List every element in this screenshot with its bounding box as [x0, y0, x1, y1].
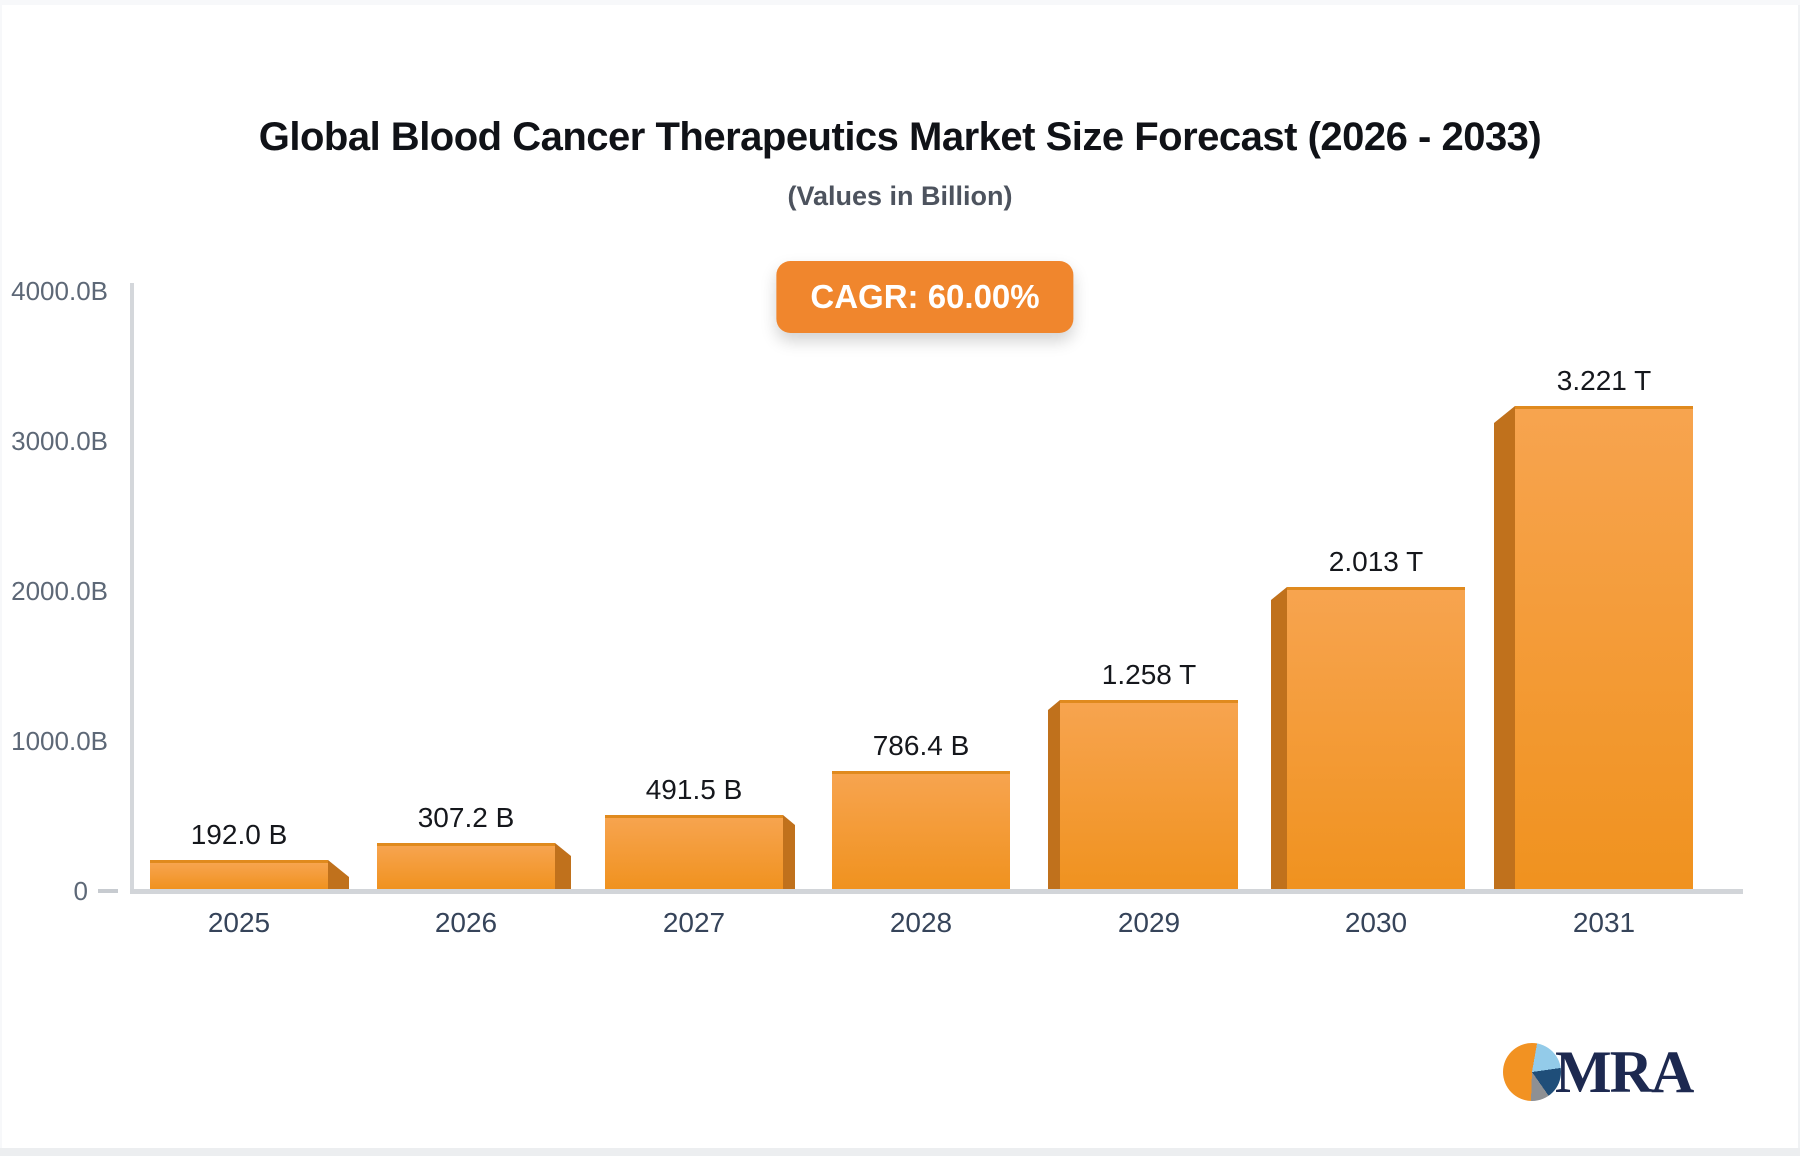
y-tick-4000.0B: 4000.0B — [11, 276, 108, 306]
bar-face-2026 — [377, 843, 555, 889]
x-axis-label-2025: 2025 — [207, 907, 271, 938]
bar-face-2031 — [1515, 406, 1693, 889]
y-tick-2000.0B: 2000.0B — [11, 576, 108, 606]
x-axis-label-2030: 2030 — [1344, 907, 1408, 938]
y-tick-0: 0 — [73, 876, 88, 906]
bar-side-2030 — [1271, 587, 1287, 889]
bar-value-label-2030: 2.013 T — [1328, 546, 1424, 577]
bar-value-label-2027: 491.5 B — [645, 774, 743, 805]
x-axis-label-2026: 2026 — [434, 907, 498, 938]
bar-chart-plot: 4000.0B 3000.0B 2000.0B 1000.0B 0 192.0 B 202… — [0, 5, 1800, 1156]
y-tick-1000.0B: 1000.0B — [11, 726, 108, 756]
bar-face-2030 — [1287, 587, 1465, 889]
bar-side-2025 — [328, 860, 349, 889]
x-axis-label-2027: 2027 — [662, 907, 726, 938]
logo-text: MRA — [1555, 1039, 1694, 1105]
bar-value-label-2031: 3.221 T — [1556, 365, 1652, 396]
x-axis-label-2029: 2029 — [1117, 907, 1181, 938]
zero-tick-mark — [98, 889, 118, 893]
chart-title: Global Blood Cancer Therapeutics Market … — [258, 115, 1542, 159]
x-axis-line — [130, 889, 1743, 894]
bar-side-2026 — [555, 843, 571, 889]
bottom-edge-strip — [0, 1148, 1800, 1156]
bar-value-label-2025: 192.0 B — [190, 819, 288, 850]
chart-header: Global Blood Cancer Therapeutics Market … — [0, 111, 1800, 212]
bar-face-2029 — [1060, 700, 1238, 889]
pie-chart-logo-icon — [1503, 1043, 1561, 1101]
y-tick-3000.0B: 3000.0B — [11, 426, 108, 456]
bar-value-label-2026: 307.2 B — [417, 802, 515, 833]
bar-face-2025 — [150, 860, 328, 889]
bar-face-2028 — [832, 771, 1010, 889]
bar-side-2027 — [783, 815, 795, 889]
bar-value-label-2029: 1.258 T — [1101, 659, 1197, 690]
mra-logo: MRA — [1503, 1039, 1694, 1105]
x-axis-label-2031: 2031 — [1572, 907, 1636, 938]
cagr-badge: CAGR: 60.00% — [776, 261, 1074, 333]
x-axis-label-2028: 2028 — [889, 907, 953, 938]
bar-side-2029 — [1048, 700, 1060, 889]
chart-subtitle: (Values in Billion) — [787, 181, 1013, 211]
bar-side-2031 — [1494, 406, 1515, 889]
bar-value-label-2028: 786.4 B — [872, 730, 970, 761]
bar-face-2027 — [605, 815, 783, 889]
y-axis-line — [130, 283, 134, 893]
